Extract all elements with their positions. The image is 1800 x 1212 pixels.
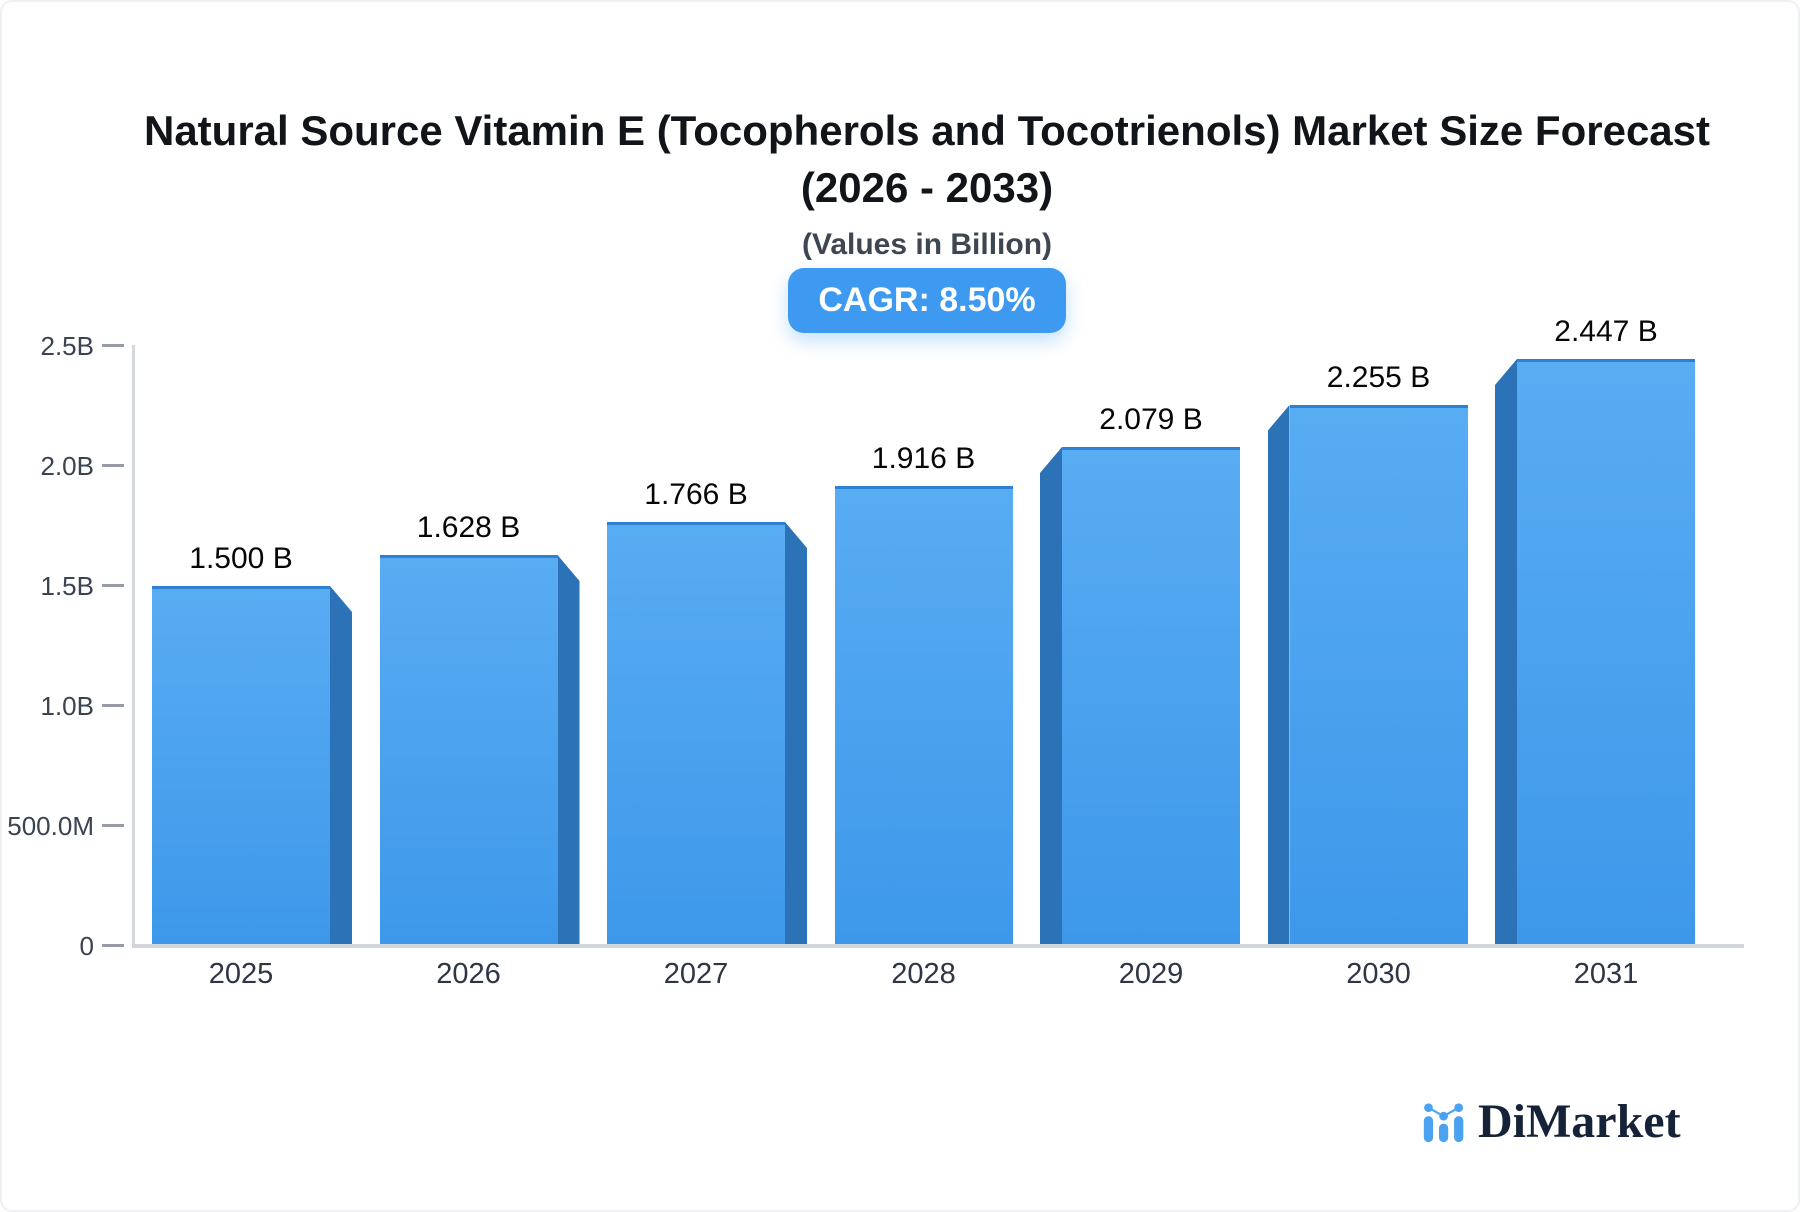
x-axis-label-2030: 2030 [1346, 958, 1411, 990]
bar-value-label: 1.766 B [644, 478, 748, 511]
x-axis-label-2029: 2029 [1118, 958, 1184, 990]
x-axis-label-2028: 2028 [891, 958, 956, 990]
bar-side-panel [557, 555, 580, 944]
y-axis-line [132, 345, 135, 948]
bar-face-2027[interactable] [607, 522, 785, 944]
y-tick-label: 500.0M [7, 811, 94, 841]
bar-face-2029[interactable] [1062, 447, 1240, 944]
y-tick-mark [102, 704, 124, 707]
bar-chart-logo-icon [1423, 1103, 1464, 1143]
bar-side-panel [1040, 447, 1062, 944]
x-axis-label-2026: 2026 [436, 958, 501, 990]
bar-value-label: 1.628 B [416, 511, 521, 544]
bar-side-panel [1495, 359, 1517, 944]
bar-value-label: 2.079 B [1099, 403, 1203, 436]
bar-side-panel [1267, 405, 1290, 944]
x-axis-line [132, 944, 1744, 948]
chart-header: Natural Source Vitamin E (Tocopherols an… [52, 102, 1798, 333]
bar-value-label: 1.500 B [189, 542, 293, 575]
chart-title: Natural Source Vitamin E (Tocopherols an… [143, 107, 1711, 154]
bar-value-label: 2.255 B [1326, 361, 1431, 394]
bar-side-panel [330, 586, 352, 944]
x-axis-label-2025: 2025 [208, 958, 274, 990]
y-tick-mark [102, 344, 124, 347]
bar-value-label: 2.447 B [1554, 315, 1658, 348]
bar-face-2028[interactable] [834, 486, 1013, 944]
y-tick-mark [102, 464, 124, 467]
y-tick-label: 2.0B [40, 451, 95, 481]
y-tick-label: 2.5B [40, 331, 95, 361]
cagr-badge: CAGR: 8.50% [788, 268, 1066, 333]
y-tick-mark [102, 944, 124, 947]
x-axis-label-2027: 2027 [663, 958, 729, 990]
y-tick-label: 0 [79, 931, 94, 961]
bar-value-label: 1.916 B [871, 442, 976, 475]
y-tick-mark [102, 584, 124, 587]
chart-subtitle: (Values in Billion) [801, 228, 1053, 261]
y-tick-label: 1.5B [40, 571, 95, 601]
bar-side-panel [785, 522, 807, 944]
x-axis-label-2031: 2031 [1573, 958, 1639, 990]
bar-face-2030[interactable] [1289, 405, 1468, 944]
brand-logo: DiMarket [1422, 1096, 1681, 1148]
bar-face-2025[interactable] [152, 586, 330, 944]
y-tick-mark [102, 824, 124, 827]
bar-face-2031[interactable] [1517, 359, 1695, 944]
chart-title-range: (2026 - 2033) [800, 164, 1054, 211]
bar-face-2026[interactable] [379, 555, 558, 944]
y-tick-label: 1.0B [40, 691, 95, 721]
brand-logo-text: DiMarket [1478, 1095, 1681, 1148]
